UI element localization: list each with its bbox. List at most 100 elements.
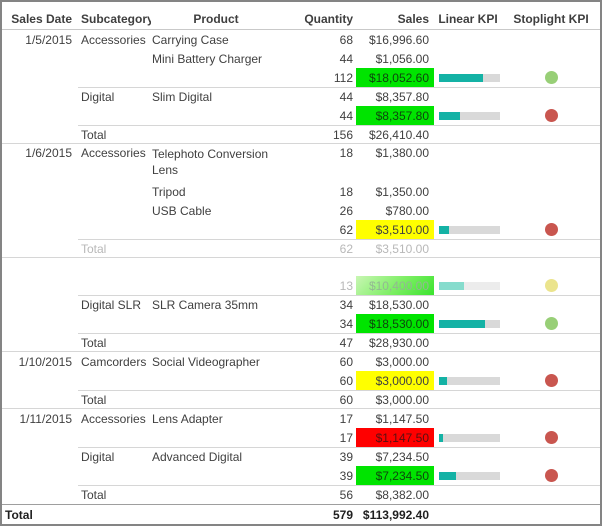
product-cell: Lens Adapter [152, 411, 223, 426]
grand-total-sales: $113,992.40 [362, 507, 429, 522]
sales-kpi-cell: $7,234.50 [356, 466, 434, 485]
sales-date-cell [2, 201, 78, 220]
quantity-cell: 60 [339, 373, 353, 388]
quantity-cell: 56 [281, 485, 356, 504]
product-cell [151, 68, 281, 87]
linear-kpi-cell [434, 333, 502, 351]
subcategory-cell [78, 106, 151, 125]
quantity-cell [281, 258, 356, 276]
stoplight-kpi-cell [502, 201, 600, 220]
quantity-cell: 60 [339, 354, 353, 369]
stoplight-kpi-cell [502, 314, 600, 333]
stoplight-kpi-cell [502, 333, 600, 351]
product-cell: Slim Digital [151, 87, 281, 106]
subcategory-cell: Accessories [81, 146, 146, 160]
table-row: 1/11/2015 Accessories Lens Adapter 17 $1… [2, 409, 600, 428]
linear-kpi-cell [434, 30, 502, 49]
subcategory-cell [78, 49, 151, 68]
product-cell [151, 333, 281, 351]
product-cell: Social Videographer [152, 354, 260, 369]
sales-date-cell: 1/5/2015 [25, 32, 72, 47]
stoplight-kpi-cell [502, 125, 600, 143]
sales-cell: $1,147.50 [375, 411, 429, 426]
linear-kpi-bar [439, 433, 500, 442]
linear-kpi-cell [434, 144, 502, 182]
sales-cell: $1,350.00 [375, 184, 429, 199]
linear-kpi-bar-fill [439, 111, 460, 120]
linear-kpi-cell [434, 352, 502, 371]
subcategory-cell [78, 201, 151, 220]
product-cell [151, 466, 281, 485]
stoplight-indicator [544, 71, 558, 84]
sales-kpi-cell: $3,000.00 [356, 371, 434, 390]
linear-kpi-bar [439, 225, 500, 234]
sales-cell: $7,234.50 [356, 447, 434, 466]
linear-kpi-bar [439, 111, 500, 120]
linear-kpi-bar-fill [439, 281, 464, 290]
quantity-cell: 17 [339, 411, 353, 426]
quantity-cell: 18 [339, 146, 353, 160]
ghost-row [2, 258, 600, 276]
quantity-cell: 44 [339, 51, 353, 66]
stoplight-indicator [544, 469, 558, 482]
sales-cell: $8,357.80 [356, 87, 434, 106]
subtotal-row: 60 $3,000.00 [2, 371, 600, 390]
sales-date-cell: 1/6/2015 [25, 146, 72, 160]
product-cell [151, 125, 281, 143]
quantity-cell: 39 [281, 447, 356, 466]
column-header-stoplight-kpi: Stoplight KPI [513, 11, 589, 26]
stoplight-kpi-cell [502, 390, 600, 408]
subcategory-cell [78, 428, 151, 447]
linear-kpi-bar-fill [439, 225, 449, 234]
linear-kpi-cell [434, 106, 502, 125]
product-cell: SLR Camera 35mm [151, 295, 281, 314]
linear-kpi-bar-fill [439, 376, 447, 385]
table-row: USB Cable 26 $780.00 [2, 201, 600, 220]
product-cell [151, 106, 281, 125]
stoplight-kpi-cell [502, 485, 600, 504]
group-total-row: Total 62 $3,510.00 [2, 239, 600, 258]
product-cell: Telephoto Conversion Lens [152, 147, 269, 177]
stoplight-kpi-cell [502, 182, 600, 201]
total-label-cell: Total [78, 390, 151, 408]
linear-kpi-bar [439, 73, 500, 82]
sales-cell: $780.00 [385, 203, 429, 218]
sales-cell: $26,410.40 [356, 125, 434, 143]
product-cell [151, 258, 281, 276]
product-cell [151, 371, 281, 390]
sales-kpi-cell: $1,147.50 [356, 428, 434, 447]
sales-cell: $18,530.00 [356, 295, 434, 314]
quantity-cell: 26 [339, 203, 353, 218]
subtotal-row: 39 $7,234.50 [2, 466, 600, 485]
subcategory-cell [78, 276, 151, 295]
stoplight-kpi-cell [502, 447, 600, 466]
stoplight-kpi-cell [502, 144, 600, 182]
subcategory-cell: Digital [78, 87, 151, 106]
sales-date-cell [2, 258, 78, 276]
linear-kpi-bar [439, 376, 500, 385]
table-row: 1/6/2015 Accessories Telephoto Conversio… [2, 144, 600, 182]
stoplight-kpi-cell [502, 87, 600, 106]
stoplight-indicator [544, 431, 558, 444]
stoplight-kpi-cell [502, 276, 600, 295]
subcategory-cell [78, 371, 151, 390]
subcategory-cell: Digital SLR [78, 295, 151, 314]
sales-date-cell [2, 466, 78, 485]
table-row: Mini Battery Charger 44 $1,056.00 [2, 49, 600, 68]
sales-kpi-cell: $18,530.00 [356, 314, 434, 333]
subtotal-row: 44 $8,357.80 [2, 106, 600, 125]
linear-kpi-cell [434, 201, 502, 220]
stoplight-kpi-cell [502, 466, 600, 485]
quantity-cell: 68 [339, 32, 353, 47]
subcategory-cell: Camcorders [81, 354, 147, 369]
sales-date-cell [2, 49, 78, 68]
stoplight-indicator [544, 109, 558, 122]
linear-kpi-cell [434, 68, 502, 87]
sales-date-cell [2, 68, 78, 87]
table-row: 1/5/2015 Accessories Carrying Case 68 $1… [2, 30, 600, 49]
product-cell [151, 314, 281, 333]
subcategory-cell [78, 466, 151, 485]
linear-kpi-bar-fill [439, 471, 457, 480]
linear-kpi-cell [434, 447, 502, 466]
